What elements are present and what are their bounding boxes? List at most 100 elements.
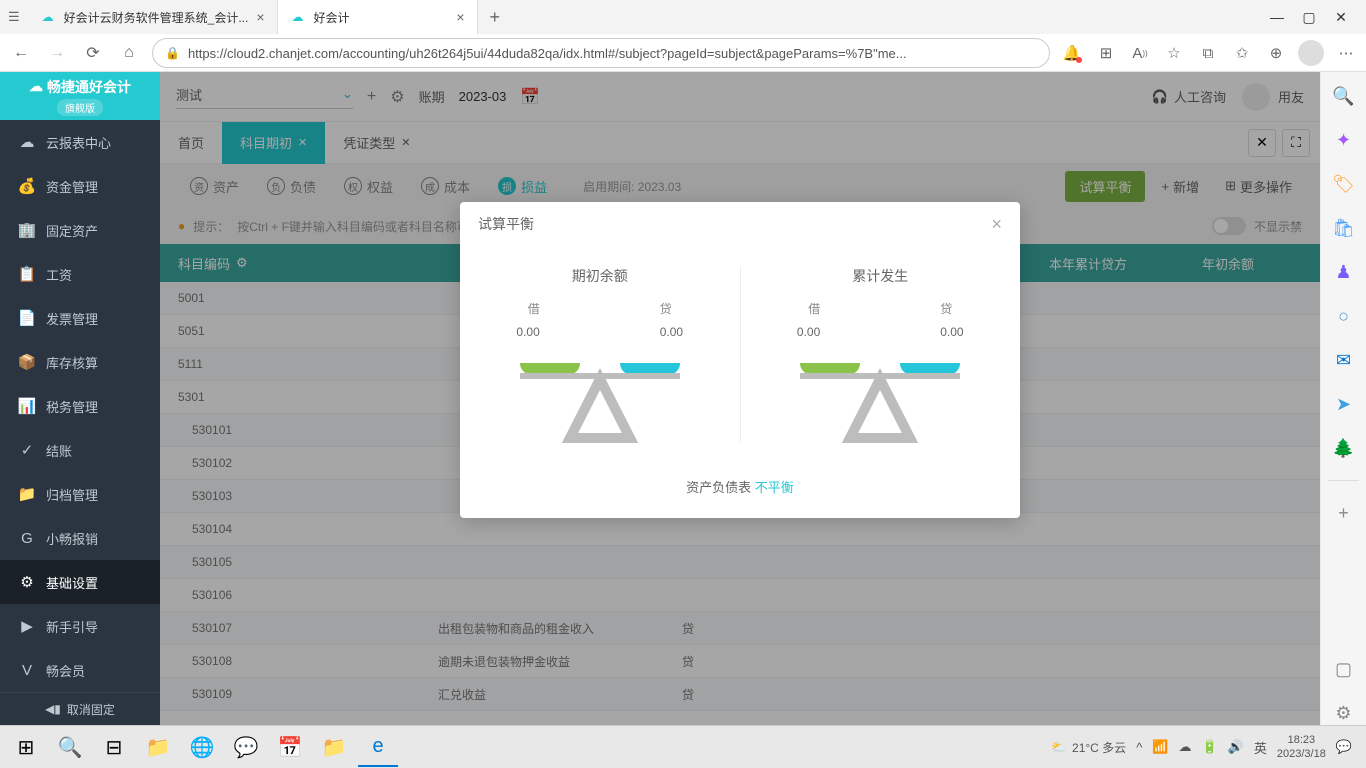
sidebar-item-小畅报销[interactable]: G小畅报销 xyxy=(0,516,160,560)
modal-title: 试算平衡 xyxy=(478,214,534,234)
more-icon[interactable]: ⋯ xyxy=(1334,41,1358,65)
col1-title: 期初余额 xyxy=(572,266,628,286)
search-rail-icon[interactable]: 🔍 xyxy=(1332,84,1356,108)
tree-rail-icon[interactable]: 🌲 xyxy=(1332,436,1356,460)
refresh-button[interactable]: ⟳ xyxy=(80,40,106,66)
tag-rail-icon[interactable]: 🏷 xyxy=(1332,172,1356,196)
extension-icon[interactable]: ⊞ xyxy=(1094,41,1118,65)
sidebar-item-结账[interactable]: ✓结账 xyxy=(0,428,160,472)
panel-rail-icon[interactable]: ▢ xyxy=(1332,657,1356,681)
sidebar-icon: G xyxy=(18,529,36,547)
sidebar-item-基础设置[interactable]: ⚙ 基础设置 xyxy=(0,560,160,604)
favorites-list-icon[interactable]: ✩ xyxy=(1230,41,1254,65)
maximize-button[interactable]: ▢ xyxy=(1302,10,1316,24)
task-view-button[interactable]: ⊟ xyxy=(94,727,134,767)
url-field[interactable]: 🔒 https://cloud2.chanjet.com/accounting/… xyxy=(152,38,1050,68)
read-aloud-icon[interactable]: A)) xyxy=(1128,41,1152,65)
credit-label: 贷 xyxy=(660,300,672,317)
taskbar-app-1[interactable]: 📁 xyxy=(138,727,178,767)
wifi-icon[interactable]: 📶 xyxy=(1152,739,1168,755)
taskbar-explorer[interactable]: 📁 xyxy=(314,727,354,767)
sidebar-item-畅会员[interactable]: V 畅会员 xyxy=(0,648,160,692)
home-button[interactable]: ⌂ xyxy=(116,40,142,66)
game-rail-icon[interactable]: ♟ xyxy=(1332,260,1356,284)
tab-close-icon[interactable]: × xyxy=(456,9,464,25)
outlook-rail-icon[interactable]: ✉ xyxy=(1332,348,1356,372)
datetime[interactable]: 18:23 2023/3/18 xyxy=(1277,733,1326,762)
notification-icon[interactable]: 🔔 xyxy=(1060,41,1084,65)
sidebar-label: 库存核算 xyxy=(46,353,98,372)
sidebar-label: 工资 xyxy=(46,265,72,284)
sidebar-item-固定资产[interactable]: 🏢固定资产 xyxy=(0,208,160,252)
edge-rail-icon[interactable]: ○ xyxy=(1332,304,1356,328)
taskbar-wechat[interactable]: 💬 xyxy=(226,727,266,767)
sidebar-item-工资[interactable]: 📋工资 xyxy=(0,252,160,296)
taskbar-chrome[interactable]: 🌐 xyxy=(182,727,222,767)
volume-icon[interactable]: 🔊 xyxy=(1228,739,1244,755)
taskbar-edge[interactable]: e xyxy=(358,727,398,767)
tab-title: 好会计云财务软件管理系统_会计... xyxy=(64,9,249,26)
ime-indicator[interactable]: 英 xyxy=(1254,738,1267,757)
start-button[interactable]: ⊞ xyxy=(6,727,46,767)
tab-close-icon[interactable]: × xyxy=(256,9,264,25)
add-rail-icon[interactable]: + xyxy=(1332,501,1356,525)
sidebar-icon: 📊 xyxy=(18,397,36,415)
bag-rail-icon[interactable]: 🛍 xyxy=(1332,216,1356,240)
sidebar-icon: 🏢 xyxy=(18,221,36,239)
forward-button[interactable]: → xyxy=(44,40,70,66)
modal-close-button[interactable]: × xyxy=(991,214,1002,235)
sidebar-item-发票管理[interactable]: 📄发票管理 xyxy=(0,296,160,340)
taskbar-app-4[interactable]: 📅 xyxy=(270,727,310,767)
brand-text: 畅捷通好会计 xyxy=(47,77,131,97)
tray-chevron[interactable]: ^ xyxy=(1136,740,1142,755)
credit-value: 0.00 xyxy=(940,325,963,339)
notifications-icon[interactable]: 💬 xyxy=(1336,739,1352,755)
battery-icon[interactable]: 🔋 xyxy=(1201,739,1217,755)
sidebar-item-新手引导[interactable]: ▶新手引导 xyxy=(0,604,160,648)
cloud-icon: ☁ xyxy=(29,78,43,95)
search-button[interactable]: 🔍 xyxy=(50,727,90,767)
profile-icon[interactable] xyxy=(1298,40,1324,66)
favorite-icon[interactable]: ☆ xyxy=(1162,41,1186,65)
cloud-tray-icon[interactable]: ☁ xyxy=(1178,739,1191,755)
sidebar-icon: ☁ xyxy=(18,133,36,151)
unbalanced-link[interactable]: 不平衡 xyxy=(755,480,794,495)
sidebar-item-库存核算[interactable]: 📦库存核算 xyxy=(0,340,160,384)
sidebar-icon: V xyxy=(18,661,36,679)
browser-tab-2[interactable]: ☁ 好会计 × xyxy=(278,0,478,34)
sidebar-icon: ▶ xyxy=(18,617,36,635)
collections-icon[interactable]: ⧉ xyxy=(1196,41,1220,65)
sidebar-label: 畅会员 xyxy=(46,661,85,680)
sidebar-unpin[interactable]: ◀▮ 取消固定 xyxy=(0,692,160,725)
modal-overlay[interactable]: 试算平衡 × 期初余额 借 贷 0.00 0.00 xyxy=(160,72,1320,725)
sidebar-item-税务管理[interactable]: 📊税务管理 xyxy=(0,384,160,428)
tab-favicon-icon: ☁ xyxy=(40,9,56,25)
sidebar-label: 基础设置 xyxy=(46,573,98,592)
menu-icon[interactable]: ☰ xyxy=(8,9,20,25)
sidebar-item-云报表中心[interactable]: ☁云报表中心 xyxy=(0,120,160,164)
weather[interactable]: ⛅ 21°C 多云 xyxy=(1051,739,1126,756)
opening-balance-col: 期初余额 借 贷 0.00 0.00 xyxy=(460,266,741,443)
credit-value: 0.00 xyxy=(660,325,683,339)
sidebar-icon: 📄 xyxy=(18,309,36,327)
back-button[interactable]: ← xyxy=(8,40,34,66)
sidebar-icon: ⚙ xyxy=(18,573,36,591)
sidebar-item-资金管理[interactable]: 💰资金管理 xyxy=(0,164,160,208)
sidebar-label: 归档管理 xyxy=(46,485,98,504)
browser-tab-1[interactable]: ☁ 好会计云财务软件管理系统_会计... × xyxy=(28,0,278,34)
sidebar-label: 结账 xyxy=(46,441,72,460)
settings-rail-icon[interactable]: ⚙ xyxy=(1332,701,1356,725)
debit-label: 借 xyxy=(808,300,820,317)
tab-title: 好会计 xyxy=(314,9,350,26)
lock-icon: 🔒 xyxy=(165,46,180,60)
sparkle-rail-icon[interactable]: ✦ xyxy=(1332,128,1356,152)
minimize-button[interactable]: — xyxy=(1270,10,1284,24)
send-rail-icon[interactable]: ➤ xyxy=(1332,392,1356,416)
app-icon[interactable]: ⊕ xyxy=(1264,41,1288,65)
weather-icon: ⛅ xyxy=(1051,740,1066,754)
sidebar-item-归档管理[interactable]: 📁归档管理 xyxy=(0,472,160,516)
new-tab-button[interactable]: + xyxy=(478,7,513,28)
close-button[interactable]: ✕ xyxy=(1334,10,1348,24)
trial-balance-modal: 试算平衡 × 期初余额 借 贷 0.00 0.00 xyxy=(460,202,1020,518)
date: 2023/3/18 xyxy=(1277,747,1326,761)
